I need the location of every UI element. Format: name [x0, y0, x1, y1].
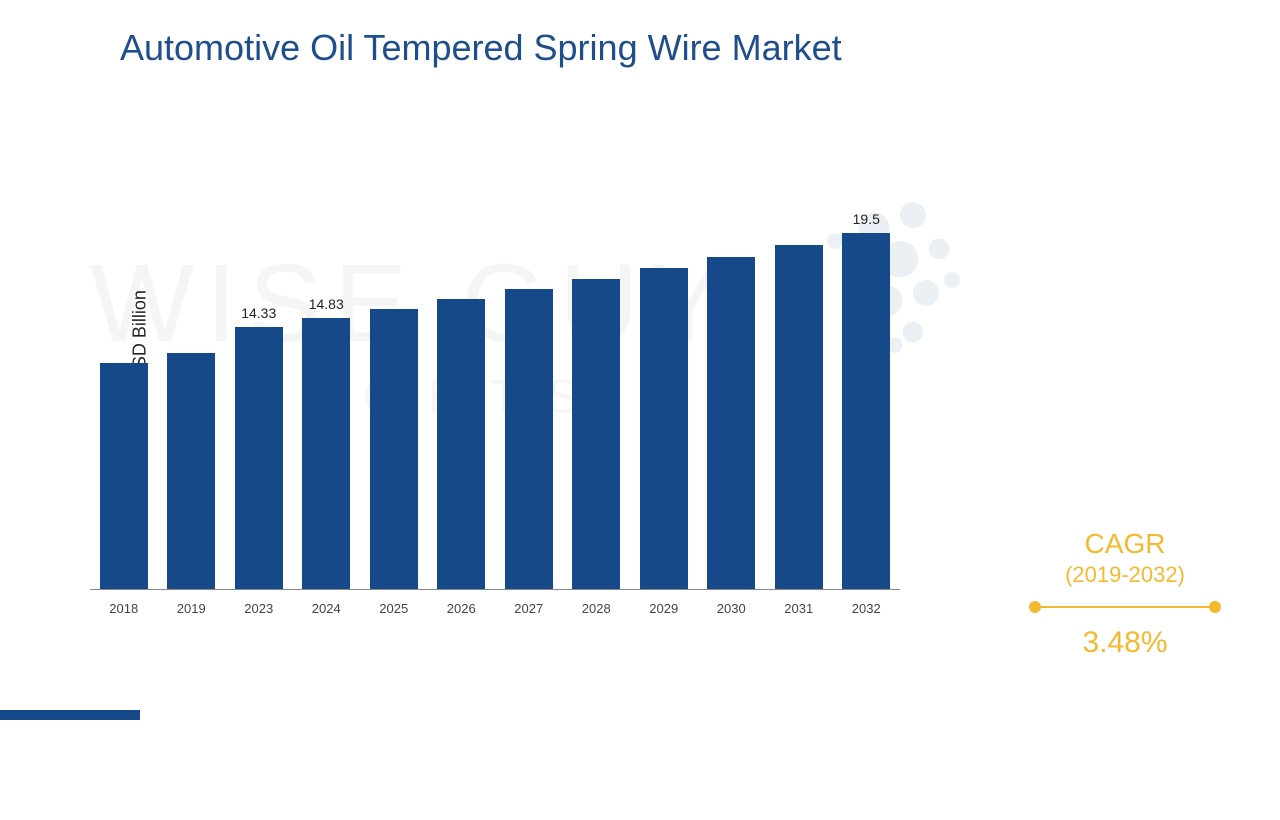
- bar-wrap: 19.5: [833, 233, 901, 589]
- bar: [572, 279, 620, 589]
- bar-wrap: [428, 299, 496, 589]
- bar-wrap: [90, 363, 158, 589]
- x-axis-label: 2024: [293, 601, 361, 616]
- bar: [775, 245, 823, 589]
- bar-wrap: [495, 289, 563, 589]
- chart-title: Automotive Oil Tempered Spring Wire Mark…: [120, 26, 842, 69]
- x-axis-label: 2029: [630, 601, 698, 616]
- x-axis-label: 2025: [360, 601, 428, 616]
- bar: [707, 257, 755, 589]
- x-axis-label: 2027: [495, 601, 563, 616]
- bottom-accent-bar: [0, 710, 140, 720]
- x-axis-label: 2026: [428, 601, 496, 616]
- cagr-block: CAGR (2019-2032) 3.48%: [1000, 528, 1250, 660]
- x-axis-label: 2018: [90, 601, 158, 616]
- bar-wrap: [563, 279, 631, 589]
- bar-wrap: 14.33: [225, 327, 293, 589]
- cagr-value: 3.48%: [1000, 626, 1250, 660]
- x-labels-container: 2018201920232024202520262027202820292030…: [90, 601, 900, 616]
- cagr-divider: [1035, 606, 1215, 608]
- bar: [640, 268, 688, 589]
- bar: [505, 289, 553, 589]
- brand-logo: WISE GUY REPORTS: [1068, 20, 1252, 69]
- bar: [167, 353, 215, 589]
- bar-value-label: 14.33: [241, 305, 276, 321]
- bar: [842, 233, 890, 589]
- bar-wrap: 14.83: [293, 318, 361, 589]
- bars-container: 14.3314.8319.5: [90, 170, 900, 589]
- x-axis-label: 2028: [563, 601, 631, 616]
- chart-area: Market Value in USD Billion 14.3314.8319…: [70, 170, 900, 630]
- bar: [235, 327, 283, 589]
- x-axis-label: 2019: [158, 601, 226, 616]
- bar: [370, 309, 418, 589]
- chart-plot: 14.3314.8319.5: [90, 170, 900, 590]
- bar-value-label: 14.83: [309, 296, 344, 312]
- bar-wrap: [698, 257, 766, 589]
- bar: [437, 299, 485, 589]
- logo-line1: WISE GUY: [1068, 20, 1252, 57]
- bar: [302, 318, 350, 589]
- x-axis-label: 2031: [765, 601, 833, 616]
- x-axis-label: 2030: [698, 601, 766, 616]
- bar-wrap: [360, 309, 428, 589]
- cagr-title: CAGR: [1000, 528, 1250, 560]
- x-axis-label: 2032: [833, 601, 901, 616]
- bar-value-label: 19.5: [853, 211, 880, 227]
- bar-wrap: [158, 353, 226, 589]
- bar-wrap: [630, 268, 698, 589]
- cagr-years: (2019-2032): [1000, 562, 1250, 588]
- bar: [100, 363, 148, 589]
- x-axis-label: 2023: [225, 601, 293, 616]
- bar-wrap: [765, 245, 833, 589]
